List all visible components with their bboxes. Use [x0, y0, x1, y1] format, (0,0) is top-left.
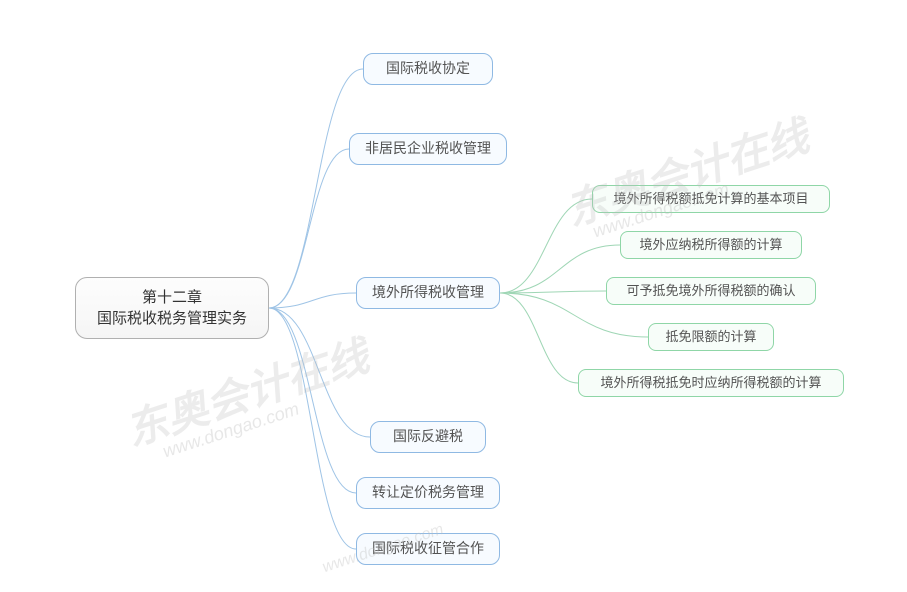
- level2-node: 境外所得税抵免时应纳所得税额的计算: [578, 369, 844, 397]
- root-node: 第十二章 国际税收税务管理实务: [75, 277, 269, 339]
- watermark: www.dongao.com: [160, 399, 302, 463]
- level1-node: 国际反避税: [370, 421, 486, 453]
- level1-node: 境外所得税收管理: [356, 277, 500, 309]
- level2-node: 境外应纳税所得额的计算: [620, 231, 802, 259]
- level1-node: 转让定价税务管理: [356, 477, 500, 509]
- watermark: 东奥会计在线: [117, 323, 376, 459]
- root-line1: 第十二章: [97, 287, 247, 308]
- level2-node: 可予抵免境外所得税额的确认: [606, 277, 816, 305]
- level1-node: 非居民企业税收管理: [349, 133, 507, 165]
- level2-node: 抵免限额的计算: [648, 323, 774, 351]
- level1-node: 国际税收征管合作: [356, 533, 500, 565]
- level2-node: 境外所得税额抵免计算的基本项目: [592, 185, 830, 213]
- root-line2: 国际税收税务管理实务: [97, 308, 247, 329]
- watermark: 东奥会计在线: [557, 103, 816, 239]
- level1-node: 国际税收协定: [363, 53, 493, 85]
